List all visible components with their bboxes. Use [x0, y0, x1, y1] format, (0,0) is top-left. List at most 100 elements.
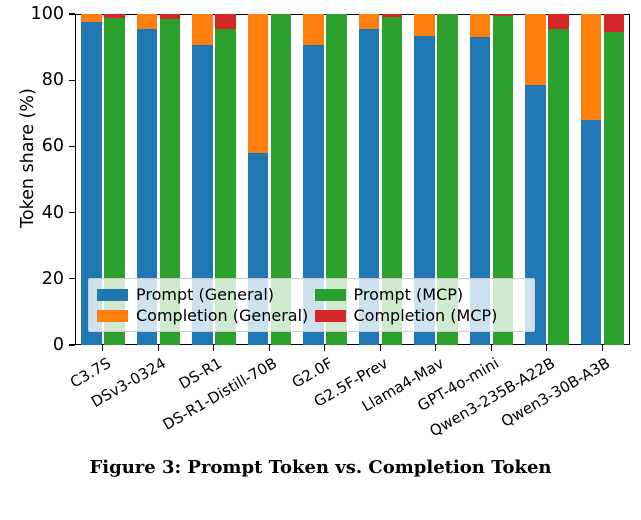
x-tick-mark — [268, 345, 270, 351]
y-tick-label: 20 — [41, 268, 64, 289]
legend-swatch-completion-general — [97, 309, 128, 322]
bar-general — [469, 14, 490, 345]
bar-mcp-prompt-segment — [215, 28, 236, 345]
bar-general-prompt-segment — [414, 35, 435, 345]
bar-general-prompt-segment — [580, 119, 601, 345]
bar-group — [75, 14, 630, 345]
y-tick-mark — [69, 344, 75, 346]
bar-mcp-prompt-segment — [270, 14, 291, 345]
bar-group — [75, 14, 630, 345]
bar-mcp-completion-segment — [603, 14, 624, 33]
legend-entry-prompt-mcp: Prompt (MCP) — [314, 285, 527, 304]
bar-general-prompt-segment — [136, 28, 157, 345]
x-tick-mark — [213, 345, 215, 351]
bar-general-prompt-segment — [81, 22, 102, 345]
x-tick-mark — [546, 345, 548, 351]
bar-mcp-prompt-segment — [326, 14, 347, 345]
bar-general-completion-segment — [414, 14, 435, 36]
bar-general-prompt-segment — [469, 37, 490, 345]
y-tick-mark — [69, 212, 75, 214]
bar-mcp — [270, 14, 291, 345]
y-tick-label: 60 — [41, 136, 64, 157]
bar-mcp — [159, 14, 180, 345]
bar-mcp — [104, 14, 125, 345]
bar-mcp — [381, 14, 402, 345]
bar-general-completion-segment — [580, 14, 601, 120]
legend-label-completion-general: Completion (General) — [136, 306, 309, 325]
legend-label-prompt-mcp: Prompt (MCP) — [353, 285, 464, 304]
y-tick-label: 40 — [41, 202, 64, 223]
bar-mcp — [326, 14, 347, 345]
bar-general — [192, 14, 213, 345]
y-tick-label: 80 — [41, 70, 64, 91]
chart-legend: Prompt (General) Prompt (MCP) Completion (… — [88, 278, 535, 332]
bar-general — [580, 14, 601, 345]
legend-entry-prompt-general: Prompt (General) — [97, 285, 309, 304]
bar-general — [81, 14, 102, 345]
figure-3-chart: 0 20 40 60 80 100 Token share (%) C3.7S DSv3-0… — [18, 4, 630, 478]
bar-general-completion-segment — [469, 14, 490, 38]
bar-mcp — [492, 14, 513, 345]
y-tick-label: 100 — [30, 4, 64, 24]
y-tick-label: 0 — [52, 335, 64, 355]
bar-mcp-prompt-segment — [381, 17, 402, 345]
bar-mcp — [548, 14, 569, 345]
bar-group — [75, 14, 630, 345]
y-tick-mark — [69, 13, 75, 15]
bar-mcp-completion-segment — [381, 14, 402, 18]
bar-mcp-completion-segment — [215, 14, 236, 29]
bar-general-prompt-segment — [303, 45, 324, 345]
bar-general — [136, 14, 157, 345]
bar-general-prompt-segment — [192, 45, 213, 345]
x-tick-mark — [601, 345, 603, 351]
legend-entry-completion-mcp: Completion (MCP) — [314, 306, 527, 325]
bar-general-completion-segment — [525, 14, 546, 86]
bar-mcp-prompt-segment — [492, 15, 513, 345]
x-tick-mark — [490, 345, 492, 351]
x-tick-mark — [102, 345, 104, 351]
bar-mcp-completion-segment — [492, 14, 513, 16]
legend-entry-completion-general: Completion (General) — [97, 306, 309, 325]
y-axis-label: Token share (%) — [18, 88, 38, 228]
bars-layer — [75, 14, 630, 345]
bar-mcp-completion-segment — [159, 14, 180, 19]
bar-general-prompt-segment — [358, 28, 379, 345]
bar-general-completion-segment — [303, 14, 324, 46]
bar-mcp-completion-segment — [104, 14, 125, 19]
bar-general-completion-segment — [247, 14, 268, 154]
bar-general — [414, 14, 435, 345]
bar-general-completion-segment — [81, 14, 102, 23]
legend-label-completion-mcp: Completion (MCP) — [353, 306, 498, 325]
bar-group — [75, 14, 630, 345]
x-tick-mark — [324, 345, 326, 351]
bar-general-completion-segment — [358, 14, 379, 29]
figure-caption: Figure 3: Prompt Token vs. Completion To… — [89, 457, 552, 478]
bar-mcp — [437, 14, 458, 345]
legend-swatch-prompt-general — [97, 288, 128, 301]
bar-mcp-prompt-segment — [603, 32, 624, 345]
legend-swatch-completion-mcp — [314, 309, 346, 322]
x-tick-mark — [379, 345, 381, 351]
bar-general-completion-segment — [136, 14, 157, 29]
bar-general — [358, 14, 379, 345]
bar-mcp-prompt-segment — [437, 14, 458, 345]
y-tick-mark — [69, 278, 75, 280]
bar-mcp-completion-segment — [548, 14, 569, 29]
bar-group — [75, 14, 630, 345]
x-tick-mark — [157, 345, 159, 351]
bar-mcp-prompt-segment — [548, 28, 569, 345]
bar-mcp-prompt-segment — [104, 18, 125, 345]
bar-mcp-prompt-segment — [159, 18, 180, 345]
bar-mcp — [215, 14, 236, 345]
bar-general-completion-segment — [192, 14, 213, 46]
bar-group — [75, 14, 630, 345]
bar-mcp — [603, 14, 624, 345]
bar-general — [303, 14, 324, 345]
legend-label-prompt-general: Prompt (General) — [136, 285, 275, 304]
legend-swatch-prompt-mcp — [314, 288, 346, 301]
x-tick-mark — [435, 345, 437, 351]
bar-group — [75, 14, 630, 345]
bar-group — [75, 14, 630, 345]
bar-group — [75, 14, 630, 345]
y-tick-mark — [69, 79, 75, 81]
